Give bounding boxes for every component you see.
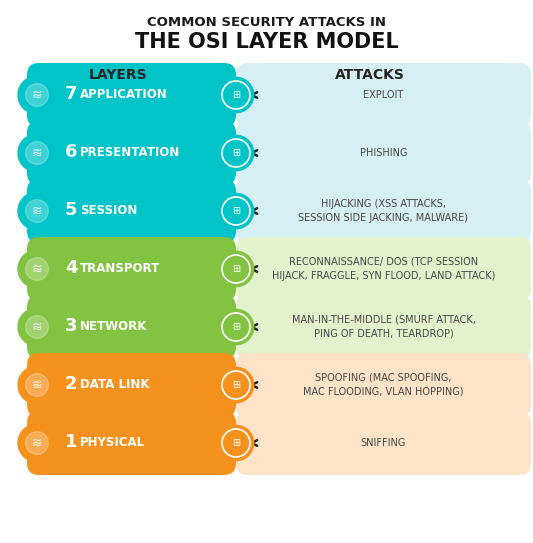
Text: PHISHING: PHISHING (360, 148, 407, 158)
Text: 7: 7 (65, 85, 77, 103)
Text: ≋: ≋ (32, 378, 42, 392)
Text: NETWORK: NETWORK (80, 319, 148, 332)
Text: 4: 4 (65, 259, 77, 277)
FancyBboxPatch shape (236, 295, 531, 359)
Text: ≋: ≋ (32, 147, 42, 160)
Text: ⊞: ⊞ (232, 380, 240, 390)
Text: ≋: ≋ (32, 437, 42, 450)
Circle shape (18, 366, 56, 404)
Text: ≋: ≋ (32, 320, 42, 333)
Text: HIJACKING (XSS ATTACKS,
SESSION SIDE JACKING, MALWARE): HIJACKING (XSS ATTACKS, SESSION SIDE JAC… (298, 199, 469, 223)
Text: ⊞: ⊞ (232, 438, 240, 448)
FancyBboxPatch shape (27, 295, 236, 359)
FancyBboxPatch shape (27, 121, 236, 185)
FancyBboxPatch shape (27, 411, 236, 475)
Circle shape (219, 136, 253, 170)
Text: THE OSI LAYER MODEL: THE OSI LAYER MODEL (135, 32, 398, 52)
Text: 6: 6 (65, 143, 77, 161)
FancyBboxPatch shape (236, 353, 531, 417)
FancyBboxPatch shape (236, 411, 531, 475)
Circle shape (26, 84, 49, 106)
Circle shape (18, 424, 56, 462)
Circle shape (26, 432, 49, 454)
Text: ATTACKS: ATTACKS (335, 68, 405, 82)
FancyBboxPatch shape (27, 63, 236, 127)
FancyBboxPatch shape (236, 63, 531, 127)
Circle shape (219, 368, 253, 402)
Circle shape (26, 315, 49, 338)
Circle shape (26, 142, 49, 165)
Circle shape (26, 257, 49, 280)
Text: ⊞: ⊞ (232, 148, 240, 158)
FancyBboxPatch shape (27, 237, 236, 301)
Text: ⊞: ⊞ (232, 264, 240, 274)
Text: PRESENTATION: PRESENTATION (80, 146, 180, 159)
Text: TRANSPORT: TRANSPORT (80, 262, 160, 275)
FancyBboxPatch shape (236, 121, 531, 185)
Text: MAN-IN-THE-MIDDLE (SMURF ATTACK,
PING OF DEATH, TEARDROP): MAN-IN-THE-MIDDLE (SMURF ATTACK, PING OF… (292, 315, 475, 339)
Text: ⊞: ⊞ (232, 90, 240, 100)
Circle shape (26, 200, 49, 223)
Circle shape (219, 78, 253, 112)
FancyBboxPatch shape (27, 179, 236, 243)
Circle shape (219, 426, 253, 460)
Text: 1: 1 (65, 433, 77, 451)
Text: PHYSICAL: PHYSICAL (80, 435, 145, 449)
Text: RECONNAISSANCE/ DOS (TCP SESSION
HIJACK, FRAGGLE, SYN FLOOD, LAND ATTACK): RECONNAISSANCE/ DOS (TCP SESSION HIJACK,… (272, 257, 495, 281)
Text: LAYERS: LAYERS (88, 68, 147, 82)
Text: 2: 2 (65, 375, 77, 393)
Text: ≋: ≋ (32, 262, 42, 275)
Text: EXPLOIT: EXPLOIT (364, 90, 403, 100)
Circle shape (18, 308, 56, 346)
Text: ⊞: ⊞ (232, 322, 240, 332)
Text: 5: 5 (65, 201, 77, 219)
FancyBboxPatch shape (236, 237, 531, 301)
Circle shape (18, 192, 56, 230)
Circle shape (219, 194, 253, 228)
Text: ≋: ≋ (32, 205, 42, 218)
Text: DATA LINK: DATA LINK (80, 377, 149, 390)
Circle shape (219, 310, 253, 344)
Text: SPOOFING (MAC SPOOFING,
MAC FLOODING, VLAN HOPPING): SPOOFING (MAC SPOOFING, MAC FLOODING, VL… (303, 373, 464, 397)
Circle shape (18, 250, 56, 288)
Text: ⊞: ⊞ (232, 206, 240, 216)
FancyBboxPatch shape (27, 353, 236, 417)
Text: SESSION: SESSION (80, 204, 138, 217)
Circle shape (18, 76, 56, 114)
Text: ≋: ≋ (32, 89, 42, 102)
Text: APPLICATION: APPLICATION (80, 87, 168, 100)
FancyBboxPatch shape (236, 179, 531, 243)
Circle shape (18, 134, 56, 172)
Circle shape (26, 374, 49, 396)
Text: SNIFFING: SNIFFING (361, 438, 406, 448)
Text: 3: 3 (65, 317, 77, 335)
Text: COMMON SECURITY ATTACKS IN: COMMON SECURITY ATTACKS IN (147, 16, 386, 28)
Circle shape (219, 252, 253, 286)
